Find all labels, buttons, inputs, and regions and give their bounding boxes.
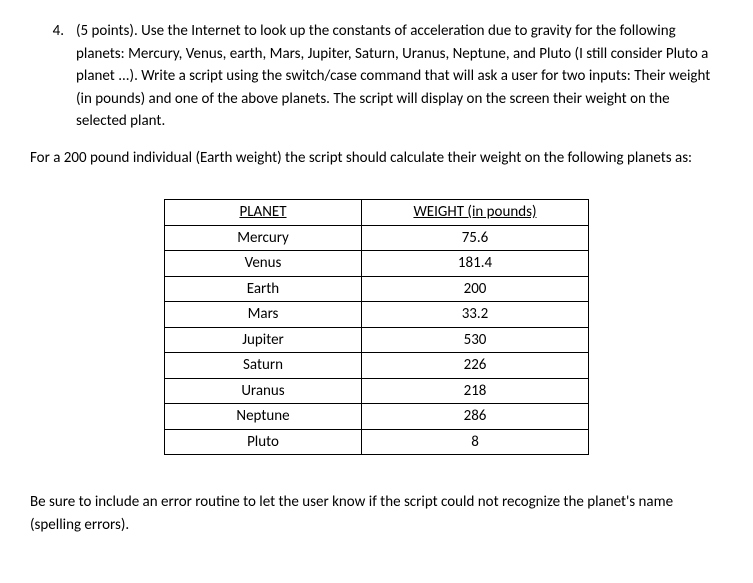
table-row: Jupiter 530	[165, 327, 589, 353]
planet-cell: Mars	[165, 302, 362, 328]
weight-cell: 8	[362, 429, 589, 455]
weight-cell: 181.4	[362, 251, 589, 277]
table-row: Mercury 75.6	[165, 225, 589, 251]
table-row: Mars 33.2	[165, 302, 589, 328]
weight-cell: 530	[362, 327, 589, 353]
weight-cell: 226	[362, 353, 589, 379]
weight-cell: 218	[362, 378, 589, 404]
table-header-row: PLANET WEIGHT (in pounds)	[165, 200, 589, 226]
question-number: 4.	[30, 20, 76, 133]
question-block: 4. (5 points). Use the Internet to look …	[30, 20, 723, 133]
planet-cell: Earth	[165, 276, 362, 302]
planet-cell: Saturn	[165, 353, 362, 379]
weight-cell: 75.6	[362, 225, 589, 251]
planet-cell: Jupiter	[165, 327, 362, 353]
followup-text: For a 200 pound individual (Earth weight…	[30, 147, 723, 170]
planet-cell: Pluto	[165, 429, 362, 455]
planet-cell: Venus	[165, 251, 362, 277]
weight-cell: 200	[362, 276, 589, 302]
planet-cell: Neptune	[165, 404, 362, 430]
planet-table: PLANET WEIGHT (in pounds) Mercury 75.6 V…	[164, 199, 589, 455]
table-row: Uranus 218	[165, 378, 589, 404]
planet-cell: Uranus	[165, 378, 362, 404]
planet-cell: Mercury	[165, 225, 362, 251]
table-row: Earth 200	[165, 276, 589, 302]
table-row: Saturn 226	[165, 353, 589, 379]
table-header-weight: WEIGHT (in pounds)	[413, 203, 536, 221]
table-row: Pluto 8	[165, 429, 589, 455]
table-header-planet: PLANET	[239, 203, 286, 221]
table-row: Neptune 286	[165, 404, 589, 430]
closing-text: Be sure to include an error routine to l…	[30, 491, 723, 536]
weight-cell: 286	[362, 404, 589, 430]
table-row: Venus 181.4	[165, 251, 589, 277]
planet-table-wrap: PLANET WEIGHT (in pounds) Mercury 75.6 V…	[30, 199, 723, 455]
weight-cell: 33.2	[362, 302, 589, 328]
question-text: (5 points). Use the Internet to look up …	[76, 20, 723, 133]
